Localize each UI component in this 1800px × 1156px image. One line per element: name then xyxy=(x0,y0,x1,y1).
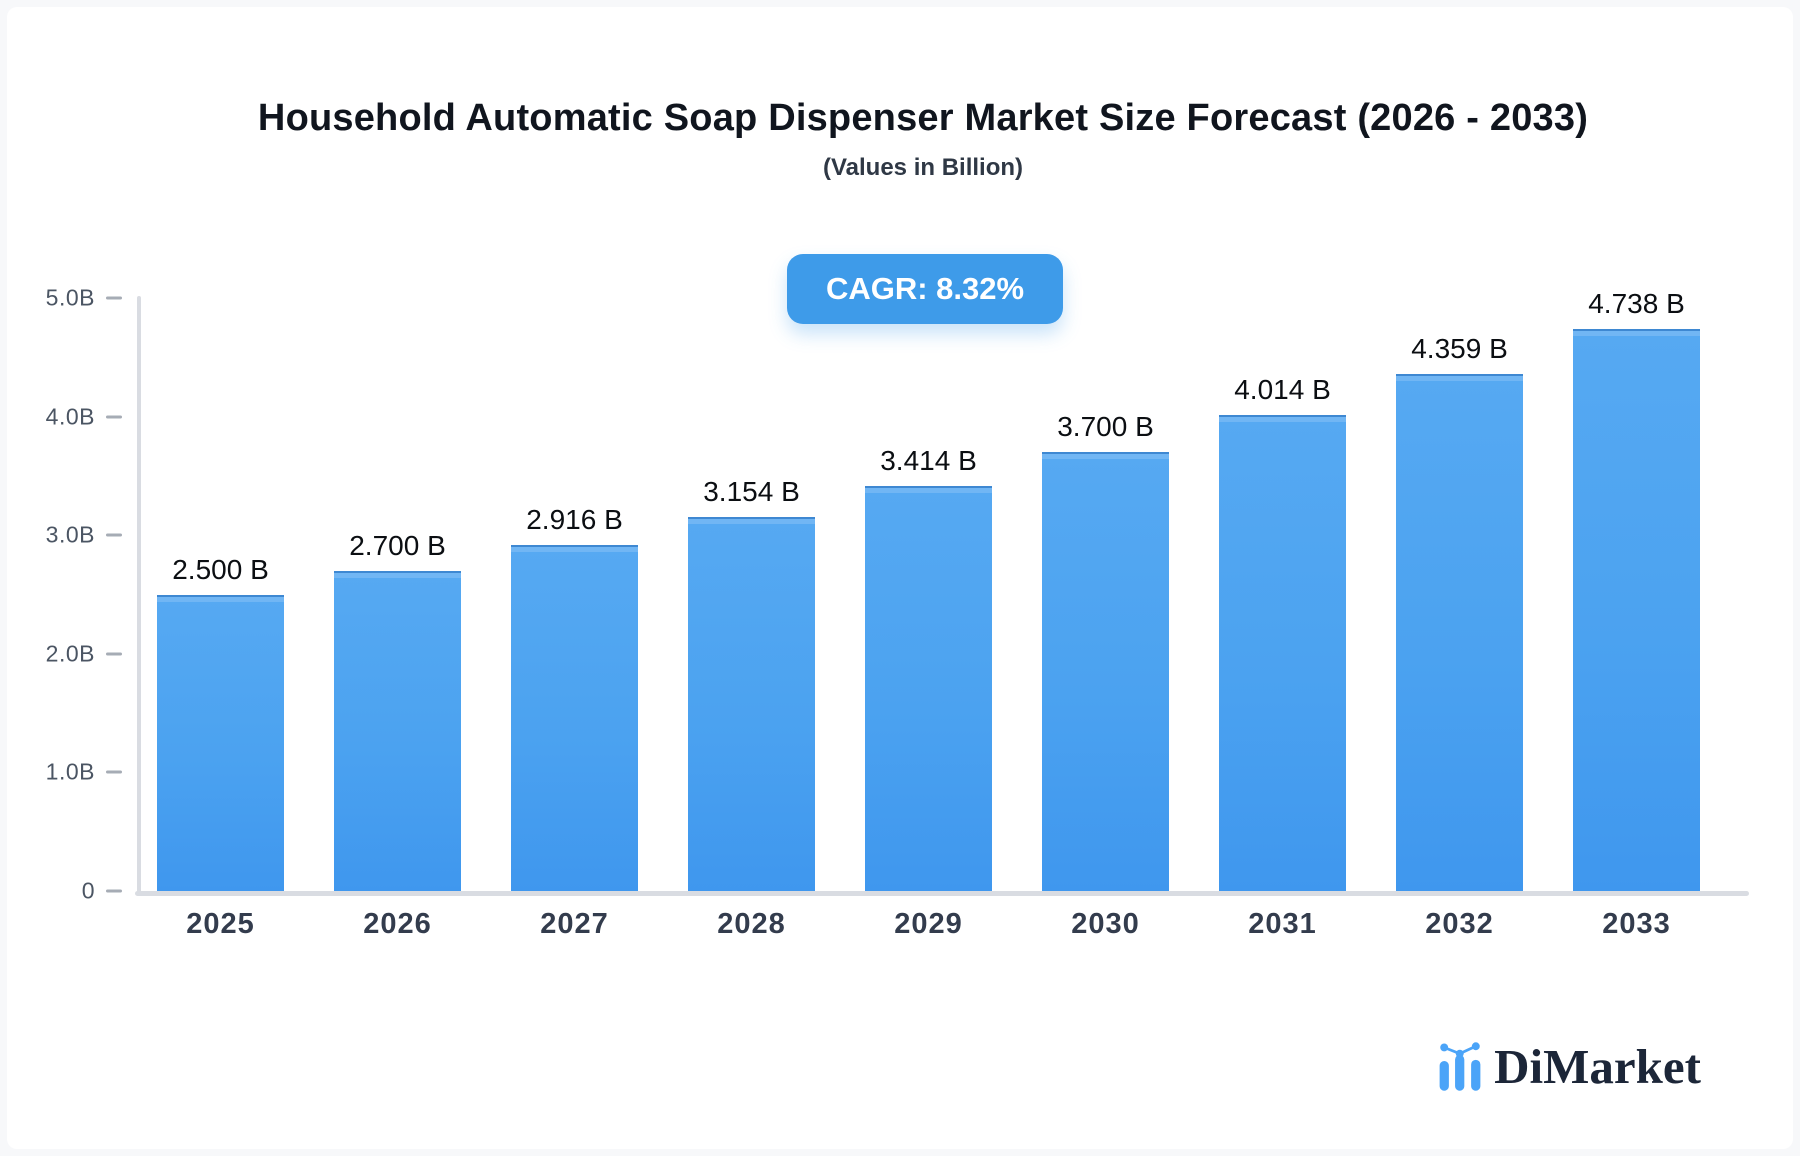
bar-2032: 4.359 B xyxy=(1396,333,1523,891)
bar-value-label-2028: 3.154 B xyxy=(703,475,800,507)
x-axis-label-2031: 2031 xyxy=(1219,908,1396,941)
bar-value-label-2029: 3.414 B xyxy=(880,445,977,477)
bar-value-label-2032: 4.359 B xyxy=(1411,333,1508,365)
y-tick-label: 3.0B xyxy=(45,521,95,548)
bar-2027: 2.916 B xyxy=(511,504,638,891)
bar-side-face xyxy=(1199,415,1219,891)
bar-2028: 3.154 B xyxy=(688,476,815,891)
bar-column-2030: 3.700 B xyxy=(1042,298,1219,891)
bar-face xyxy=(688,516,815,891)
bar-face xyxy=(334,570,461,891)
bar-face xyxy=(511,545,638,891)
x-axis-label-2026: 2026 xyxy=(334,908,511,941)
y-tick-dash xyxy=(106,296,122,300)
dimarket-logo: DiMarket xyxy=(1439,1041,1701,1091)
y-tick-label: 4.0B xyxy=(45,403,95,430)
x-axis-label-2030: 2030 xyxy=(1042,908,1219,941)
y-tick-dash xyxy=(106,889,122,893)
y-tick-4.0B: 4.0B xyxy=(46,403,122,430)
bar-value-label-2027: 2.916 B xyxy=(526,504,623,536)
x-axis-label-2032: 2032 xyxy=(1396,908,1573,941)
bar-2031: 4.014 B xyxy=(1219,374,1346,891)
x-axis-line xyxy=(135,891,1749,896)
y-tick-label: 1.0B xyxy=(45,758,95,785)
x-axis-label-text: 2029 xyxy=(894,908,963,940)
bar-face xyxy=(1042,452,1169,891)
x-axis-label-2027: 2027 xyxy=(511,908,688,941)
bar-side-face xyxy=(1553,329,1573,891)
bar-value-label-2033: 4.738 B xyxy=(1588,288,1685,320)
bar-value-label-2031: 4.014 B xyxy=(1234,373,1331,405)
y-tick-label: 5.0B xyxy=(45,284,95,311)
cagr-badge: CAGR: 8.32% xyxy=(787,254,1063,324)
bar-face xyxy=(1573,329,1700,891)
bar-side-face xyxy=(638,545,658,891)
x-axis-label-text: 2025 xyxy=(186,908,255,940)
y-tick-1.0B: 1.0B xyxy=(46,759,122,786)
bar-side-face xyxy=(1376,374,1396,891)
y-tick-5.0B: 5.0B xyxy=(46,285,122,312)
bar-column-2031: 4.014 B xyxy=(1219,298,1396,891)
bar-side-face xyxy=(284,595,304,892)
y-tick-dash xyxy=(106,652,122,656)
dimarket-logo-text: DiMarket xyxy=(1494,1038,1701,1094)
bar-column-2028: 3.154 B xyxy=(688,298,865,891)
bar-face xyxy=(157,594,284,891)
bar-face xyxy=(865,486,992,891)
y-tick-dash xyxy=(106,770,122,774)
chart-title: Household Automatic Soap Dispenser Marke… xyxy=(257,97,1589,139)
bar-column-2025: 2.500 B xyxy=(157,298,334,891)
bar-side-face xyxy=(1022,452,1042,891)
dimarket-logo-icon xyxy=(1439,1042,1481,1091)
bar-value-label-2030: 3.700 B xyxy=(1057,411,1154,443)
plot-area: 0 1.0B 2.0B 3.0B 4.0B 5.0B 2.500 B 2.700 B 2.91… xyxy=(46,285,1750,940)
bar-series: 2.500 B 2.700 B 2.916 B 3.154 B 3.414 B 3.700… xyxy=(141,288,1750,891)
y-tick-3.0B: 3.0B xyxy=(46,522,122,549)
bar-2033: 4.738 B xyxy=(1573,288,1700,891)
x-axis-labels: 2025 2026 2027 2028 2029 2030 2031 2032 2033 xyxy=(141,908,1749,941)
bar-column-2032: 4.359 B xyxy=(1396,298,1573,891)
bar-side-face xyxy=(461,571,481,891)
x-axis-label-2029: 2029 xyxy=(865,908,1042,941)
bar-value-label-2025: 2.500 B xyxy=(172,553,269,585)
bar-column-2026: 2.700 B xyxy=(334,298,511,891)
y-axis-line xyxy=(137,296,141,893)
chart-card: Household Automatic Soap Dispenser Marke… xyxy=(7,7,1793,1149)
bar-2026: 2.700 B xyxy=(334,530,461,891)
x-axis-label-text: 2026 xyxy=(363,908,432,940)
y-tick-label: 0 xyxy=(81,877,95,904)
bar-2030: 3.700 B xyxy=(1042,411,1169,891)
x-axis-label-text: 2031 xyxy=(1248,908,1317,940)
y-tick-dash xyxy=(106,415,122,419)
chart-subtitle: (Values in Billion) xyxy=(822,154,1024,181)
bar-column-2029: 3.414 B xyxy=(865,298,1042,891)
bar-column-2033: 4.738 B xyxy=(1573,288,1750,891)
x-axis-label-text: 2030 xyxy=(1071,908,1140,940)
bar-2029: 3.414 B xyxy=(865,445,992,891)
y-tick-dash xyxy=(106,533,122,537)
y-tick-label: 2.0B xyxy=(45,640,95,667)
x-axis-label-2033: 2033 xyxy=(1573,908,1750,941)
x-axis-label-text: 2027 xyxy=(540,908,609,940)
y-tick-0: 0 xyxy=(82,878,122,905)
x-axis-label-text: 2028 xyxy=(717,908,786,940)
x-axis-label-text: 2032 xyxy=(1425,908,1494,940)
x-axis-label-text: 2033 xyxy=(1602,908,1671,940)
bar-value-label-2026: 2.700 B xyxy=(349,529,446,561)
bar-column-2027: 2.916 B xyxy=(511,298,688,891)
x-axis-label-2028: 2028 xyxy=(688,908,865,941)
y-tick-2.0B: 2.0B xyxy=(46,640,122,667)
bar-side-face xyxy=(815,517,835,891)
bar-face xyxy=(1396,374,1523,891)
y-axis: 0 1.0B 2.0B 3.0B 4.0B 5.0B xyxy=(7,285,141,904)
x-axis-label-2025: 2025 xyxy=(157,908,334,941)
bar-2025: 2.500 B xyxy=(157,554,284,891)
bar-face xyxy=(1219,414,1346,891)
